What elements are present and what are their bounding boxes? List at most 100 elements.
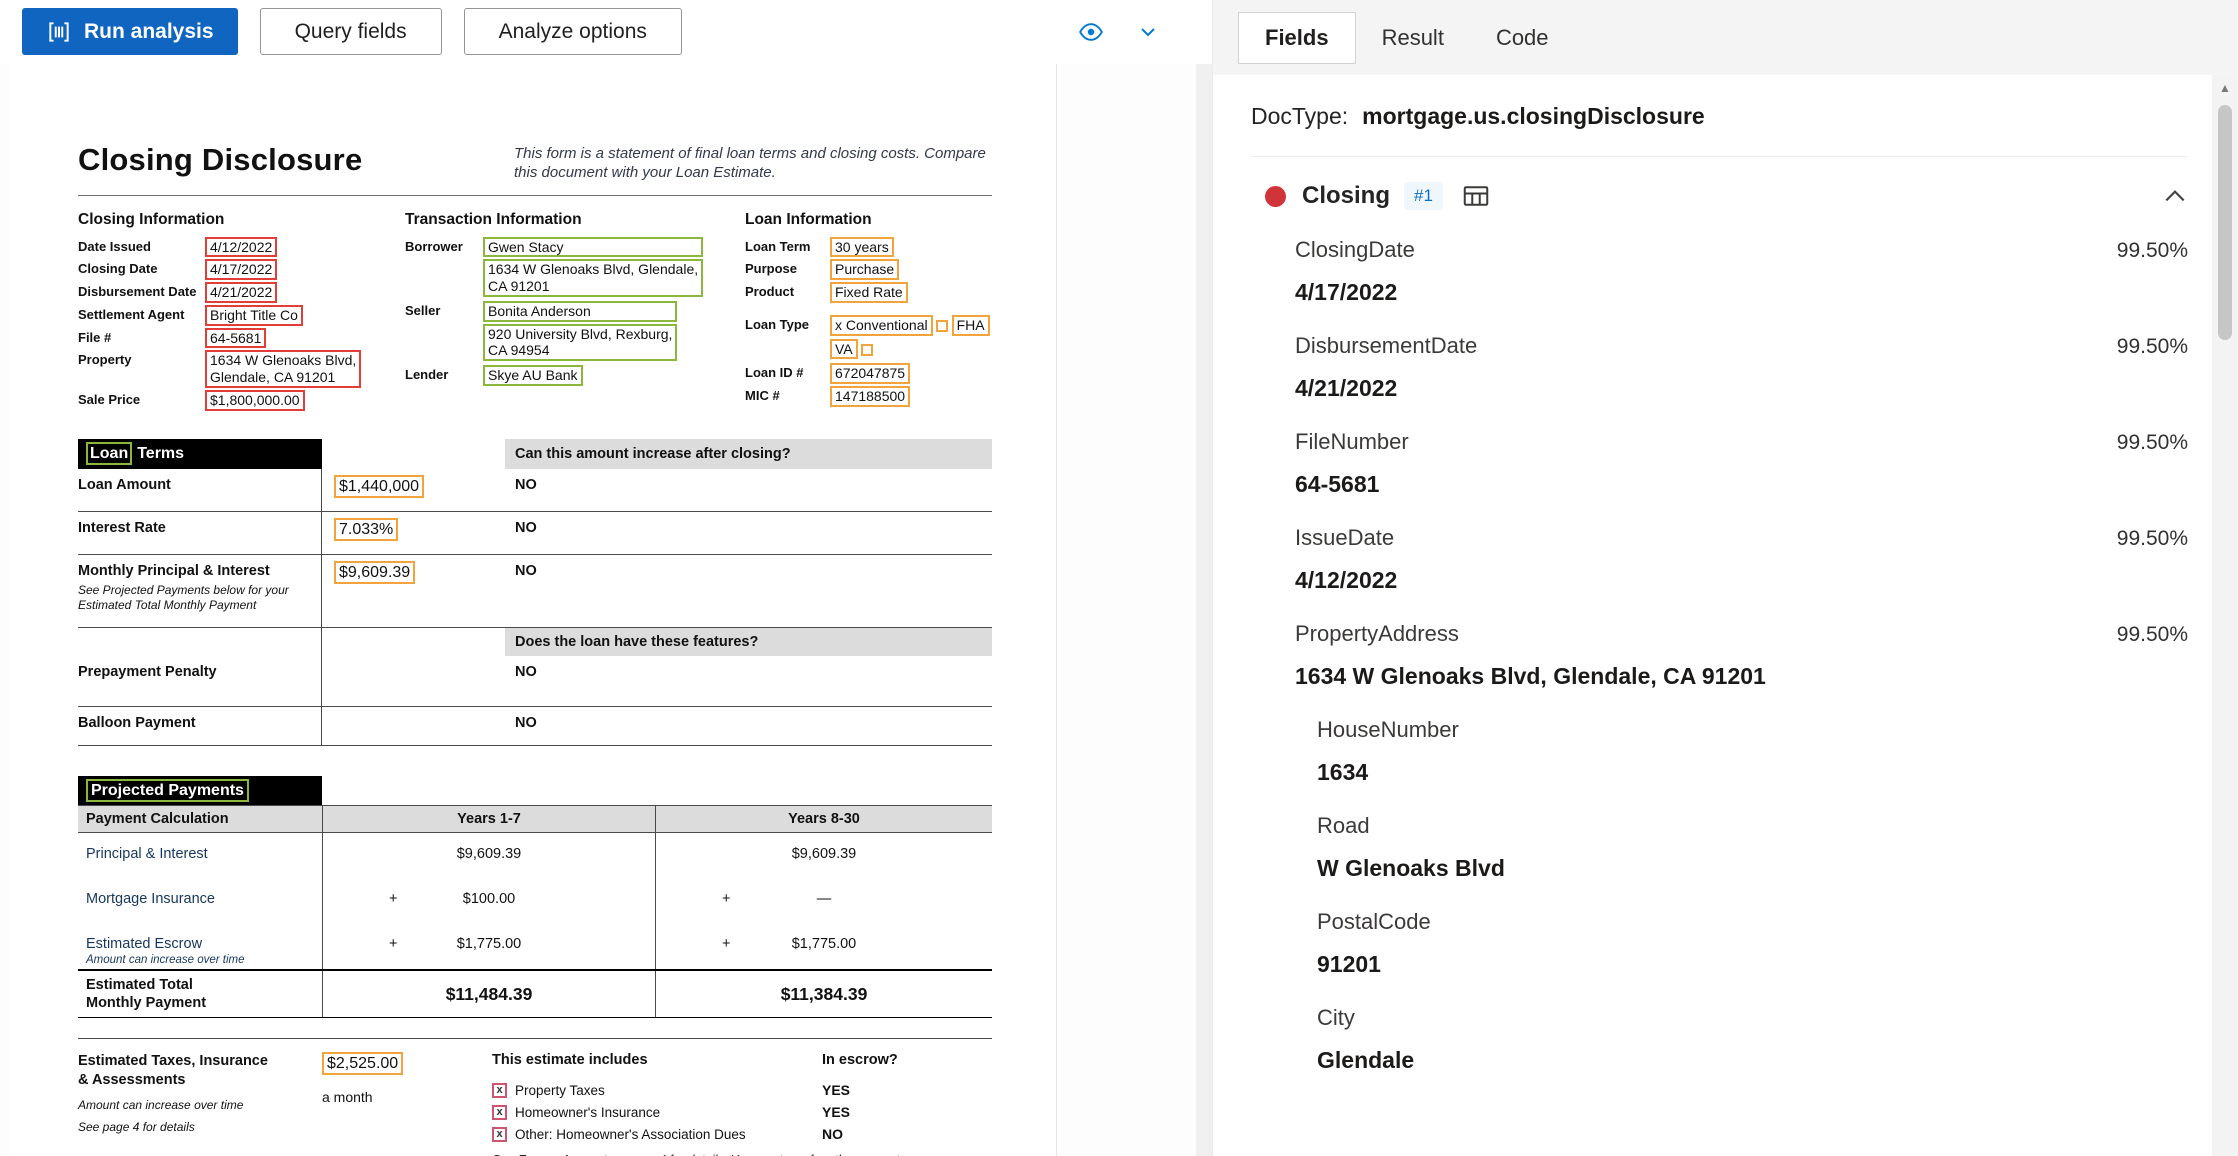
info-row: Borrower Gwen Stacy 1634 W Glenoaks Blvd…	[405, 236, 745, 297]
panel-scrollbar[interactable]: ▲	[2212, 75, 2238, 1156]
highlight-interest-rate[interactable]: 7.033%	[334, 517, 399, 542]
closing-information-column: Closing Information Date Issued 4/12/202…	[78, 211, 405, 413]
highlight-borrower-address[interactable]: 1634 W Glenoaks Blvd, Glendale, CA 91201	[483, 259, 704, 297]
highlight-settlement-agent[interactable]: Bright Title Co	[205, 304, 303, 326]
estimate-includes-heading: This estimate includes	[492, 1052, 648, 1069]
projected-payments-table: Projected Payments Payment Calculation Y…	[78, 775, 992, 1019]
field-name: FileNumber	[1295, 429, 1409, 454]
subfield-row-postalcode[interactable]: PostalCode 91201	[1317, 909, 2188, 978]
toolbar: Run analysis Query fields Analyze option…	[0, 0, 1212, 64]
eye-icon[interactable]	[1074, 19, 1108, 45]
fields-list: ClosingDate 99.50% 4/17/2022 Disbursemen…	[1295, 237, 2188, 1074]
tab-fields[interactable]: Fields	[1238, 11, 1356, 64]
field-row-closingdate[interactable]: ClosingDate 99.50% 4/17/2022	[1295, 237, 2188, 306]
info-row: Sale Price $1,800,000.00	[78, 390, 405, 411]
highlight-disbursement-date[interactable]: 4/21/2022	[205, 282, 278, 303]
loan-information-column: Loan Information Loan Term 30 years Purp…	[745, 211, 992, 413]
highlight-loan-amount[interactable]: $1,440,000	[334, 474, 425, 499]
checkbox-empty-icon	[860, 343, 873, 356]
info-section: Closing Information Date Issued 4/12/202…	[78, 211, 992, 413]
highlight-taxes-amount[interactable]: $2,525.00	[322, 1052, 404, 1076]
chevron-down-icon[interactable]	[1136, 20, 1160, 44]
doctype-value: mortgage.us.closingDisclosure	[1362, 103, 1705, 129]
principal-interest-row: Principal & Interest $9,609.39 $9,609.39	[78, 832, 992, 878]
fields-panel: Fields Result Code DocType: mortgage.us.c…	[1212, 0, 2238, 1156]
highlight-loan-type-va[interactable]: VA	[830, 338, 858, 360]
highlight-loan-term[interactable]: 30 years	[830, 236, 894, 258]
panel-tabstrip: Fields Result Code	[1213, 0, 2238, 75]
toolbar-buttons: Run analysis Query fields Analyze option…	[22, 8, 682, 55]
highlight-product[interactable]: Fixed Rate	[830, 282, 908, 303]
highlight-loan-type-conventional[interactable]: x Conventional	[830, 314, 933, 336]
tab-code[interactable]: Code	[1495, 24, 1549, 50]
query-fields-button[interactable]: Query fields	[259, 8, 442, 55]
closing-group-header[interactable]: Closing #1	[1251, 181, 2188, 211]
highlight-lender-name[interactable]: Skye AU Bank	[483, 365, 583, 387]
highlight-loan-terms-heading[interactable]: Loan	[86, 442, 133, 466]
highlight-borrower-name[interactable]: Gwen Stacy	[483, 236, 704, 258]
info-row: File # 64-5681	[78, 327, 405, 349]
field-name: HouseNumber	[1317, 717, 1459, 742]
highlight-projected-payments-heading[interactable]: Projected Payments	[86, 778, 249, 802]
loan-terms-question: Can this amount increase after closing?	[505, 438, 992, 469]
field-value: 64-5681	[1295, 471, 1380, 497]
info-row: Property 1634 W Glenoaks Blvd, Glendale,…	[78, 350, 405, 389]
chevron-up-icon[interactable]	[2162, 187, 2188, 205]
field-row-issuedate[interactable]: IssueDate 99.50% 4/12/2022	[1295, 525, 2188, 594]
closing-info-heading: Closing Information	[78, 210, 225, 228]
highlight-mic[interactable]: 147188500	[830, 386, 911, 408]
form-header: Closing Disclosure This form is a statem…	[78, 142, 992, 196]
field-row-filenumber[interactable]: FileNumber 99.50% 64-5681	[1295, 429, 2188, 498]
projected-payments-header-row: Payment Calculation Years 1-7 Years 8-30	[78, 804, 992, 833]
run-analysis-icon	[46, 19, 72, 45]
analyze-options-button[interactable]: Analyze options	[463, 8, 682, 55]
field-name: IssueDate	[1295, 525, 1395, 550]
field-row-propertyaddress[interactable]: PropertyAddress 99.50% 1634 W Glenoaks B…	[1295, 621, 2188, 690]
field-confidence: 99.50%	[2116, 239, 2188, 262]
highlight-property[interactable]: 1634 W Glenoaks Blvd, Glendale, CA 91201	[205, 350, 362, 389]
field-name: DisbursementDate	[1295, 333, 1478, 358]
estimate-item-row: x Other: Homeowner's Association Dues NO	[492, 1126, 992, 1142]
field-row-disbursementdate[interactable]: DisbursementDate 99.50% 4/21/2022	[1295, 333, 2188, 402]
loan-info-heading: Loan Information	[745, 210, 872, 228]
highlight-file-number[interactable]: 64-5681	[205, 327, 267, 349]
estimate-item-row: x Homeowner's Insurance YES	[492, 1104, 992, 1120]
subfield-row-housenumber[interactable]: HouseNumber 1634	[1317, 717, 2188, 786]
field-confidence: 99.50%	[2116, 335, 2188, 358]
run-analysis-button[interactable]: Run analysis	[22, 8, 238, 55]
checkbox-checked-icon[interactable]: x	[492, 1082, 507, 1098]
info-row: Lender Skye AU Bank	[405, 365, 745, 387]
loan-terms-heading: Loan Terms	[78, 438, 322, 469]
table-view-icon[interactable]	[1461, 181, 1491, 211]
transaction-information-column: Transaction Information Borrower Gwen St…	[405, 211, 745, 413]
field-name: PostalCode	[1317, 909, 1431, 934]
scrollbar-thumb[interactable]	[2218, 105, 2232, 340]
balloon-payment-row: Balloon Payment NO	[78, 706, 992, 746]
highlight-monthly-pi[interactable]: $9,609.39	[334, 560, 416, 585]
estimate-item-row: x Property Taxes YES	[492, 1082, 992, 1098]
highlight-loan-id[interactable]: 672047875	[830, 363, 911, 385]
status-dot-icon	[1265, 185, 1286, 207]
checkbox-checked-icon[interactable]: x	[492, 1104, 507, 1120]
document-scrollbar[interactable]	[1196, 64, 1212, 1156]
scroll-up-icon[interactable]: ▲	[2219, 81, 2231, 95]
highlight-sale-price[interactable]: $1,800,000.00	[205, 390, 305, 411]
highlight-seller-address[interactable]: 920 University Blvd, Rexburg, CA 94954	[483, 323, 678, 362]
projected-payments-heading: Projected Payments	[78, 775, 322, 805]
highlight-purpose[interactable]: Purchase	[830, 259, 900, 281]
field-name: PropertyAddress	[1295, 621, 1459, 646]
field-value: 1634	[1317, 759, 1369, 785]
info-row: MIC # 147188500	[745, 386, 992, 408]
subfield-row-city[interactable]: City Glendale	[1317, 1005, 2188, 1074]
highlight-seller-name[interactable]: Bonita Anderson	[483, 300, 678, 322]
checkbox-checked-icon[interactable]: x	[492, 1126, 507, 1142]
highlight-date-issued[interactable]: 4/12/2022	[205, 236, 278, 258]
loan-amount-row: Loan Amount $1,440,000 NO	[78, 468, 992, 512]
highlight-loan-type-fha[interactable]: FHA	[951, 314, 990, 336]
estimated-taxes-section: Estimated Taxes, Insurance & Assessments…	[78, 1038, 992, 1156]
field-value: 91201	[1317, 951, 1381, 977]
highlight-closing-date[interactable]: 4/17/2022	[205, 259, 278, 281]
tab-result[interactable]: Result	[1381, 24, 1444, 50]
document-viewer: Closing Disclosure This form is a statem…	[0, 64, 1212, 1156]
subfield-row-road[interactable]: Road W Glenoaks Blvd	[1317, 813, 2188, 882]
